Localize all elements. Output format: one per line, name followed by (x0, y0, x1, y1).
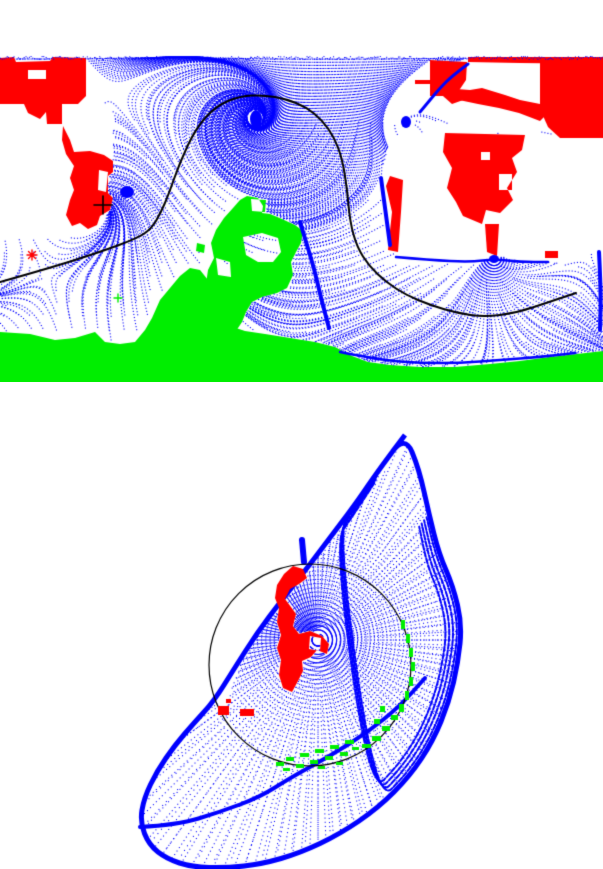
deformed-sphere-projection-panel (0, 429, 603, 869)
equirectangular-field-map-panel (0, 0, 603, 382)
